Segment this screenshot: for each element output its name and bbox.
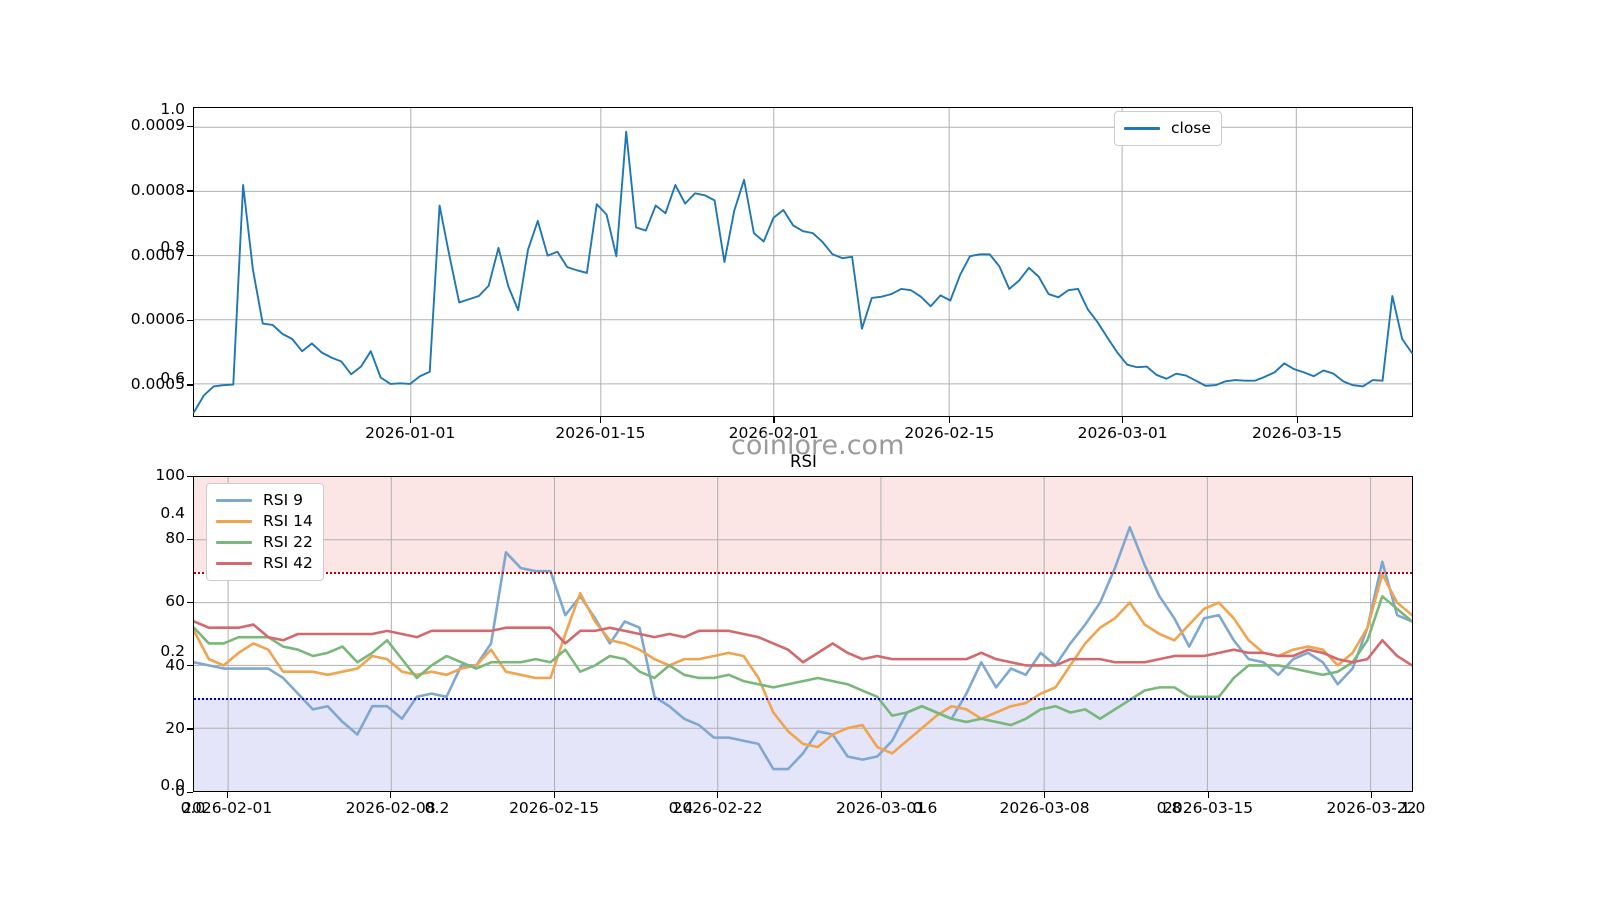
rsi-x-tick-label: 2026-02-22 xyxy=(672,799,763,817)
price-x-tick-label: 2026-02-01 xyxy=(728,424,819,442)
price-y-tick-label: 0.0005 xyxy=(130,374,185,393)
legend-line-swatch xyxy=(1124,126,1160,131)
rsi-x-tickmark xyxy=(1207,792,1209,798)
legend-item: RSI 14 xyxy=(216,511,313,532)
rsi-x-tickmark xyxy=(717,792,719,798)
legend-item: RSI 9 xyxy=(216,490,313,511)
rsi-y-tick-label: 40 xyxy=(165,655,185,674)
legend-item: RSI 42 xyxy=(216,553,313,574)
rsi-chart-title: RSI xyxy=(790,452,817,471)
price-y-tickmark xyxy=(187,384,193,386)
legend-label: RSI 9 xyxy=(263,490,303,509)
rsi-y-tick-label: 100 xyxy=(155,466,185,484)
rsi-y-tick-label-secondary: 0.2 xyxy=(160,642,185,660)
rsi-x-tickmark xyxy=(390,792,392,798)
legend-item: RSI 22 xyxy=(216,532,313,553)
rsi-y-tickmark xyxy=(187,475,193,477)
rsi-y-tickmark xyxy=(187,665,193,667)
price-chart-plot-area xyxy=(193,107,1413,417)
legend-line-swatch xyxy=(216,540,252,545)
rsi-y-tick-label-secondary: 0.0 xyxy=(160,776,185,794)
price-x-tick-label: 2026-02-15 xyxy=(904,424,995,442)
price-y-tick-label: 0.0008 xyxy=(130,180,185,199)
overbought-band xyxy=(194,477,1412,572)
rsi-x-tick-label: 2026-02-08 xyxy=(345,799,436,817)
price-y-tick-label-secondary: 0.6 xyxy=(160,369,185,387)
price-x-tick-label: 2026-03-01 xyxy=(1077,424,1168,442)
price-x-tickmark xyxy=(773,417,775,423)
rsi-x-tickmark xyxy=(226,792,228,798)
rsi-y-tick-label: 20 xyxy=(165,718,185,737)
rsi-x-tick-label-secondary: 0.0 xyxy=(180,799,206,817)
price-y-tick-label: 0.0007 xyxy=(130,245,185,264)
price-chart-legend: close xyxy=(1114,111,1222,146)
price-line-svg xyxy=(194,108,1412,416)
rsi-x-tick-label: 2026-03-15 xyxy=(1162,799,1254,817)
legend-line-swatch xyxy=(216,498,252,503)
rsi-x-tick-label: 2026-03-01 xyxy=(836,799,927,817)
rsi-x-tickmark xyxy=(553,792,555,798)
rsi-y-tick-label: 0 xyxy=(175,782,185,800)
price-x-tickmark xyxy=(409,417,411,423)
rsi-x-tickmark xyxy=(880,792,882,798)
rsi-y-tickmark xyxy=(187,601,193,604)
rsi-x-tick-label-secondary: 0.4 xyxy=(668,799,694,817)
price-x-tick-label: 2026-03-15 xyxy=(1252,424,1343,442)
price-y-tickmark xyxy=(187,319,193,321)
legend-label: RSI 14 xyxy=(263,511,313,530)
rsi-x-tick-label: 2026-02-01 xyxy=(182,799,273,817)
price-y-tick-label-secondary: 1.0 xyxy=(160,99,185,118)
rsi-x-tick-label-secondary: 0.2 xyxy=(424,799,450,817)
price-x-tickmark xyxy=(599,417,602,423)
rsi-x-tickmark xyxy=(1044,792,1046,798)
rsi-y-tickmark xyxy=(187,538,193,540)
legend-line-swatch xyxy=(216,519,252,524)
legend-item: close xyxy=(1124,118,1211,139)
price-y-tickmark xyxy=(187,125,193,128)
rsi-y-tickmark xyxy=(187,791,193,793)
rsi-y-tick-label-secondary: 0.4 xyxy=(160,504,185,522)
legend-label: RSI 22 xyxy=(263,532,313,551)
price-x-tick-label: 2026-01-15 xyxy=(555,424,646,442)
rsi-x-tick-label-secondary: 0.8 xyxy=(1156,799,1182,817)
rsi-y-tick-label: 60 xyxy=(165,592,185,611)
rsi-x-tick-label-secondary: 1.0 xyxy=(1400,799,1426,817)
rsi-y-tickmark xyxy=(187,728,193,730)
rsi-y-tick-label: 80 xyxy=(165,529,185,548)
legend-line-swatch xyxy=(216,561,252,566)
rsi-x-tick-label: 2026-02-15 xyxy=(509,799,600,817)
price-x-tickmark xyxy=(1122,417,1124,423)
rsi-x-tick-label-secondary: 0.6 xyxy=(912,799,938,817)
rsi-chart-plot-area xyxy=(193,476,1413,792)
legend-label: close xyxy=(1171,118,1211,137)
overbought-threshold-line xyxy=(194,571,1412,574)
price-y-tickmark xyxy=(187,190,193,192)
oversold-threshold-line xyxy=(194,698,1412,701)
rsi-chart-legend: RSI 9 RSI 14 RSI 22 RSI 42 xyxy=(206,483,324,581)
rsi-lines-svg xyxy=(194,477,1412,791)
price-x-tickmark xyxy=(948,417,951,423)
price-x-tick-label: 2026-01-01 xyxy=(365,424,456,442)
price-y-tick-label: 0.0006 xyxy=(130,310,185,329)
rsi-x-tick-label: 2026-03-22 xyxy=(1326,799,1417,817)
rsi-x-tick-label: 2026-03-08 xyxy=(999,799,1090,817)
rsi-x-tickmark xyxy=(1371,792,1373,798)
price-y-tickmark xyxy=(187,255,193,257)
price-y-tick-label-secondary: 0.8 xyxy=(160,238,185,256)
watermark-coinlore: coinlore.com xyxy=(731,430,905,461)
price-x-tickmark xyxy=(1296,417,1298,423)
legend-label: RSI 42 xyxy=(263,553,313,572)
price-y-tick-label: 0.0009 xyxy=(130,116,185,135)
